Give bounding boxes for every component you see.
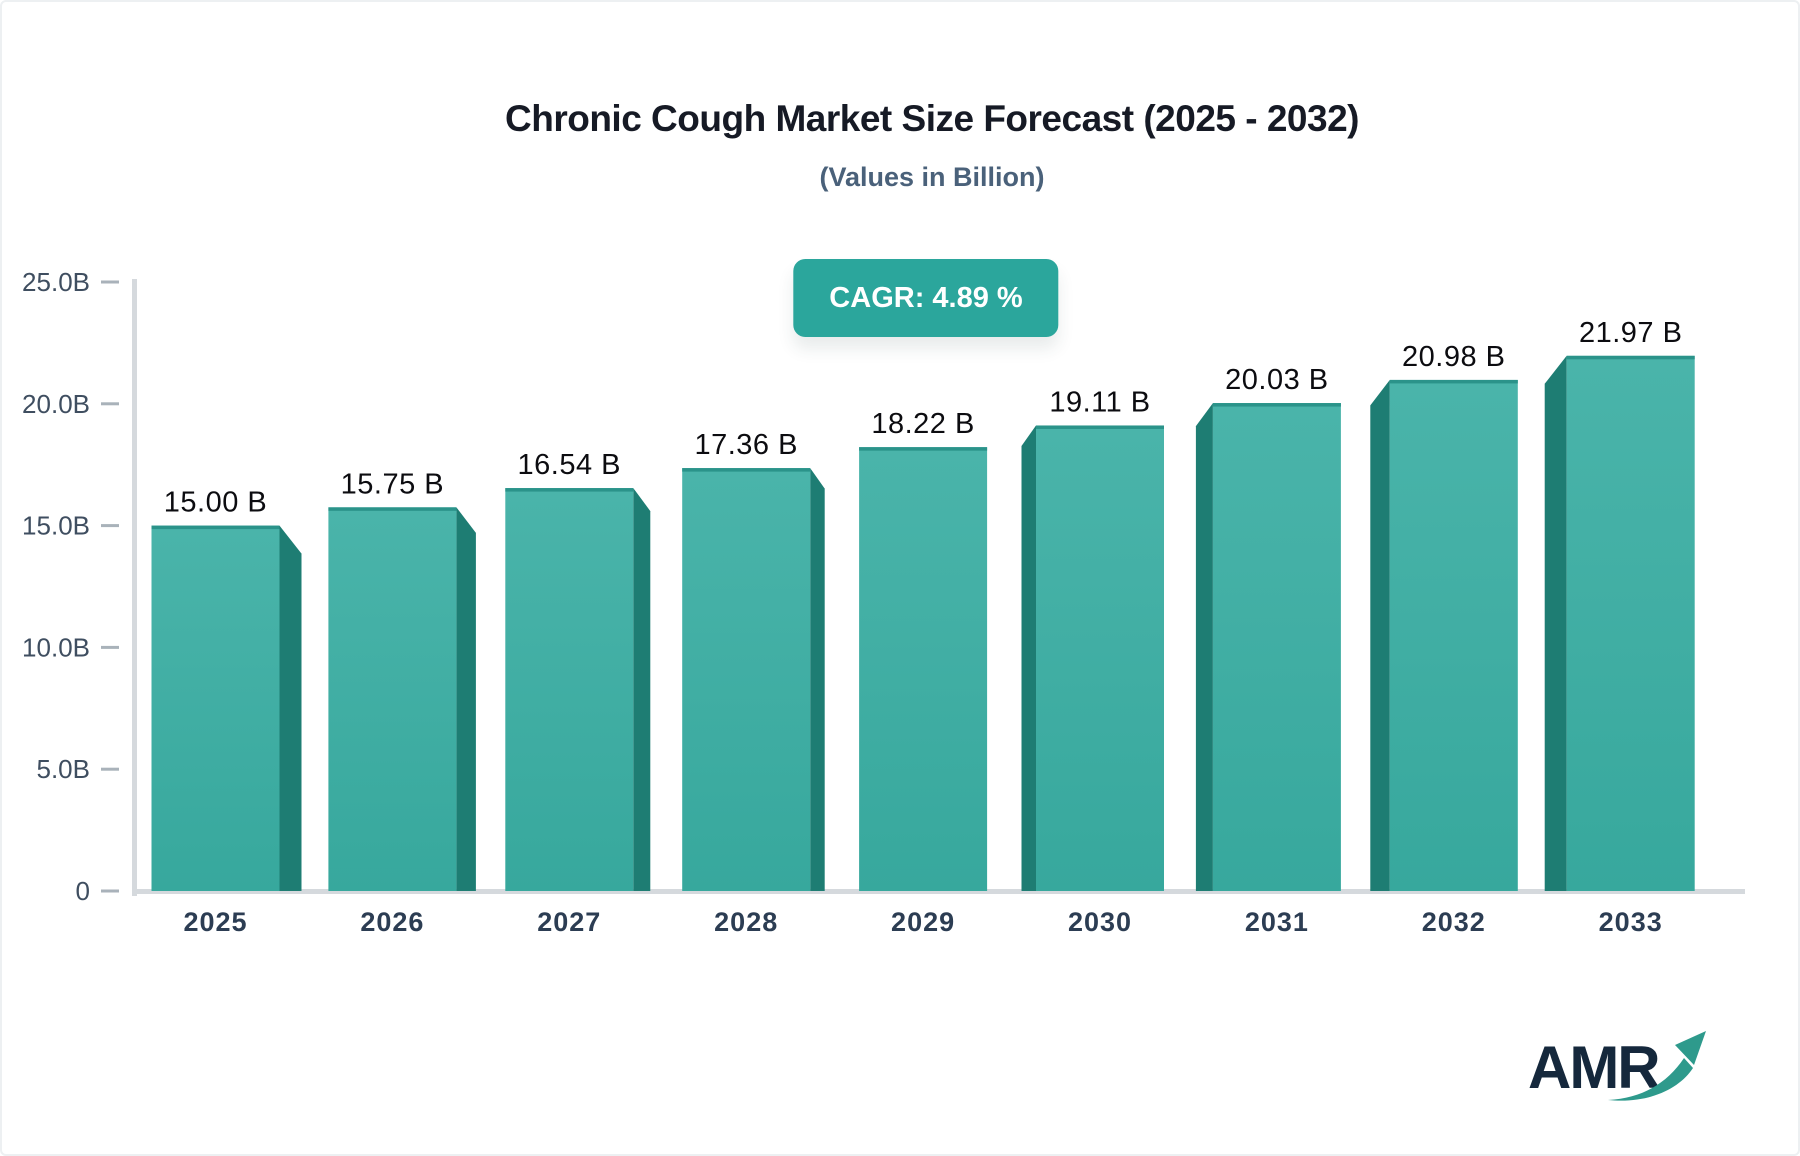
bar-value-label: 20.03 B [1225,364,1328,396]
y-tick [101,402,119,406]
bar-top-edge [682,468,811,472]
bar-2025 [151,525,280,891]
bar-2031 [1212,403,1341,891]
x-category-label: 2032 [1422,907,1486,937]
bar-top-edge [859,447,988,451]
bar-side [1021,425,1036,891]
x-category-label: 2029 [891,907,955,937]
bar-2032 [1389,379,1518,891]
bar-top-edge [1566,355,1695,360]
y-tick [101,889,119,893]
bar-2029 [859,447,988,891]
bar-value-label: 15.00 B [164,487,267,519]
y-tick-label: 20.0B [22,389,90,419]
bar-value-label: 15.75 B [341,468,444,500]
bar-top-edge [151,525,280,530]
bar-top-edge [1212,403,1341,407]
y-tick-label: 0 [76,876,90,906]
x-category-label: 2028 [714,907,778,937]
y-tick-label: 10.0B [22,632,90,662]
y-tick-label: 5.0B [37,754,91,784]
y-tick [101,524,119,528]
x-category-label: 2026 [360,907,424,937]
bar-side [810,468,825,891]
x-category-label: 2030 [1068,907,1132,937]
bar-value-label: 18.22 B [871,408,974,440]
bar-value-label: 17.36 B [694,429,797,461]
bar-2026 [328,507,457,891]
chart-subtitle: (Values in Billion) [819,162,1045,192]
growth-arrow-icon [1608,1031,1706,1101]
bar-top-edge [1389,379,1518,384]
bar-value-label: 19.11 B [1049,386,1150,418]
y-tick [101,767,119,771]
logo-text: AMR [1528,1034,1660,1101]
bar-2033 [1566,355,1695,891]
x-category-label: 2025 [183,907,247,937]
bar-top-edge [1036,425,1164,429]
cagr-badge: CAGR: 4.89 % [793,259,1059,337]
bar-top-edge [328,507,457,511]
y-tick-label: 25.0B [22,267,90,297]
amr-logo: AMR [1528,1031,1706,1101]
chart-title: Chronic Cough Market Size Forecast (2025… [505,98,1360,139]
bar-side [633,488,651,891]
y-tick-label: 15.0B [22,511,90,541]
y-axis-line [132,279,137,896]
x-category-label: 2033 [1599,907,1663,937]
bar-side [279,525,302,891]
bar-value-label: 16.54 B [518,449,621,481]
bar-2030 [1036,425,1164,891]
x-axis-line [132,889,1745,894]
bar-value-label: 20.98 B [1402,341,1505,373]
bar-2028 [682,468,811,891]
bar-2027 [505,488,634,891]
bar-side [1195,403,1213,891]
bar-side [1370,379,1390,891]
y-tick [101,645,119,649]
bar-side [1544,355,1567,891]
bar-value-label: 21.97 B [1579,317,1682,349]
bar-top-edge [505,488,634,492]
y-tick [101,280,119,284]
bar-side [456,507,476,891]
x-category-label: 2027 [537,907,601,937]
x-category-label: 2031 [1245,907,1309,937]
